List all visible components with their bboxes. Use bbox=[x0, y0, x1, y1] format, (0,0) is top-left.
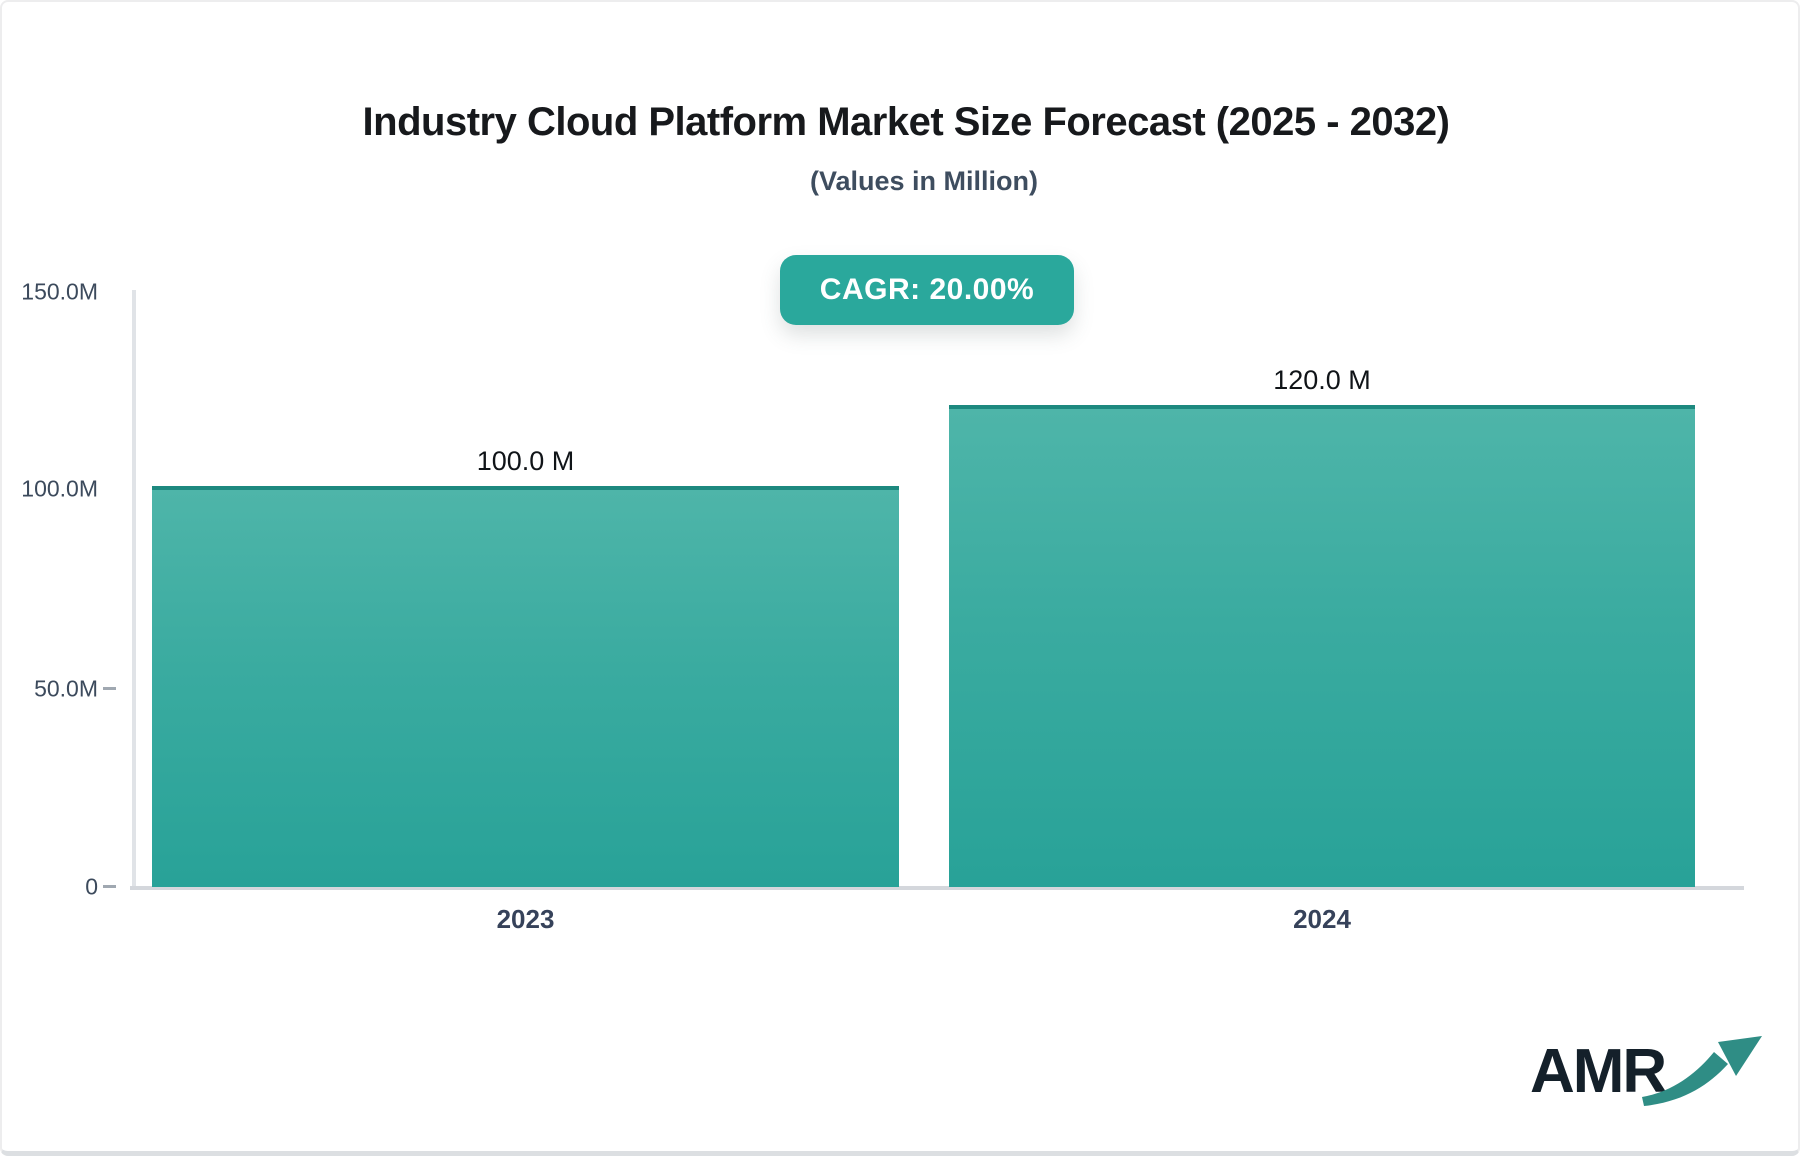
cagr-badge: CAGR: 20.00% bbox=[780, 255, 1074, 325]
y-tick-label-50m: 50.0M bbox=[34, 675, 98, 702]
bar-value-label-2023: 100.0 M bbox=[476, 446, 575, 476]
y-tick-label-100m: 100.0M bbox=[21, 475, 98, 502]
amr-logo-text: AMR bbox=[1530, 1037, 1667, 1106]
x-axis-line bbox=[130, 886, 1744, 890]
bar-fill-2024 bbox=[949, 405, 1695, 887]
bar-fill-2023 bbox=[152, 486, 899, 887]
amr-logo-arrow-icon bbox=[1642, 1036, 1762, 1106]
bar-2024: 120.0 M 2024 bbox=[949, 365, 1695, 934]
y-tick-label-0: 0 bbox=[85, 873, 98, 900]
chart-subtitle: (Values in Million) bbox=[809, 166, 1039, 196]
y-tick-mark-50m bbox=[103, 687, 116, 690]
chart-title: Industry Cloud Platform Market Size Fore… bbox=[362, 100, 1450, 144]
bar-2023: 100.0 M 2023 bbox=[152, 446, 899, 934]
bar-value-label-2024: 120.0 M bbox=[1273, 365, 1371, 395]
amr-logo: AMR bbox=[1530, 1030, 1762, 1120]
y-tick-mark-0 bbox=[103, 885, 116, 888]
plot-area: 100.0 M 2023 120.0 M 2024 bbox=[2, 285, 1798, 934]
y-axis-line bbox=[132, 290, 136, 887]
cagr-badge-label: CAGR: 20.00% bbox=[819, 273, 1035, 306]
y-tick-label-150m: 150.0M bbox=[21, 278, 98, 305]
x-tick-label-2024: 2024 bbox=[1293, 904, 1351, 934]
x-tick-label-2023: 2023 bbox=[496, 904, 555, 934]
